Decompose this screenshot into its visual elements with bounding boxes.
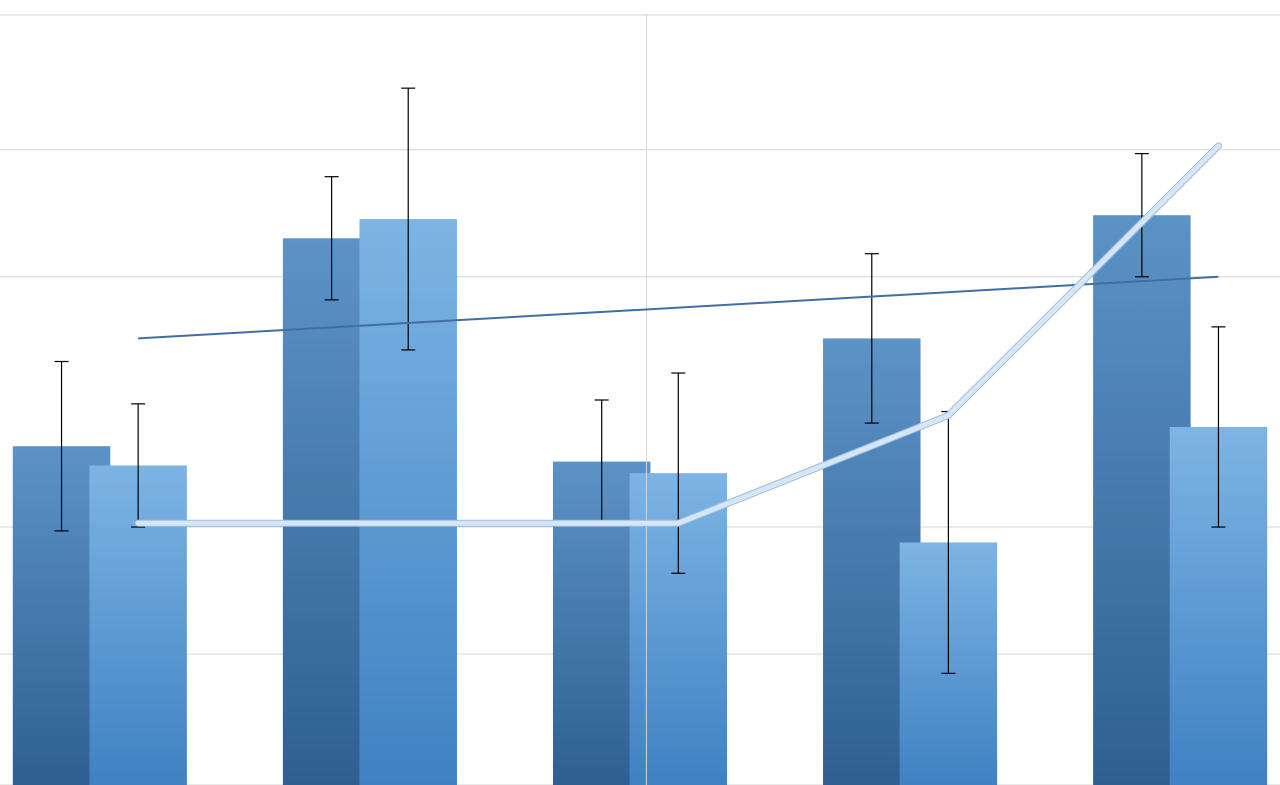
chart-svg (0, 0, 1280, 785)
combo-chart (0, 0, 1280, 785)
